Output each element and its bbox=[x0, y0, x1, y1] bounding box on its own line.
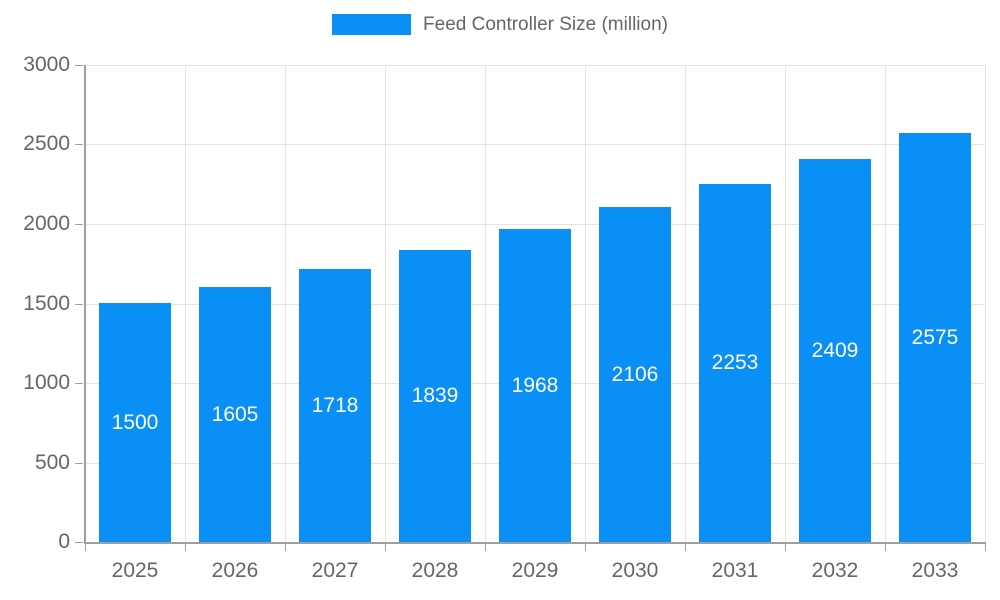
y-axis-label: 500 bbox=[34, 451, 70, 474]
x-axis-label: 2033 bbox=[911, 559, 959, 582]
bar-value-label: 1500 bbox=[111, 410, 159, 434]
chart-legend[interactable]: Feed Controller Size (million) bbox=[0, 14, 1000, 35]
y-axis-tick bbox=[75, 144, 83, 145]
bar-2032 bbox=[799, 159, 871, 542]
y-axis-tick bbox=[75, 463, 83, 464]
bar-value-label: 2106 bbox=[611, 362, 659, 386]
bar-2033 bbox=[899, 133, 971, 542]
legend-label: Feed Controller Size (million) bbox=[423, 14, 668, 35]
vertical-gridline bbox=[485, 65, 486, 542]
y-axis-label: 3000 bbox=[23, 53, 70, 76]
vertical-gridline bbox=[385, 65, 386, 542]
vertical-gridline bbox=[285, 65, 286, 542]
y-axis-tick bbox=[75, 542, 83, 543]
x-axis-tick bbox=[385, 542, 386, 551]
vertical-gridline bbox=[985, 65, 986, 542]
x-axis-tick bbox=[185, 542, 186, 551]
x-axis-tick bbox=[285, 542, 286, 551]
y-axis-tick bbox=[75, 65, 83, 66]
x-axis-tick bbox=[885, 542, 886, 551]
x-axis-tick bbox=[585, 542, 586, 551]
y-axis-label: 1000 bbox=[23, 371, 70, 394]
bar-2025 bbox=[99, 303, 171, 542]
bar-value-label: 1605 bbox=[211, 402, 259, 426]
y-axis-tick bbox=[75, 304, 83, 305]
bar-value-label: 1718 bbox=[311, 393, 359, 417]
bar-2028 bbox=[399, 250, 471, 542]
x-axis-tick bbox=[985, 542, 986, 551]
vertical-gridline bbox=[785, 65, 786, 542]
y-axis-label: 2000 bbox=[23, 212, 70, 235]
bar-value-label: 2575 bbox=[911, 325, 959, 349]
bar-2029 bbox=[499, 229, 571, 542]
vertical-gridline bbox=[585, 65, 586, 542]
bar-value-label: 1968 bbox=[511, 373, 559, 397]
x-axis-label: 2027 bbox=[311, 559, 359, 582]
bar-2026 bbox=[199, 287, 271, 542]
horizontal-gridline bbox=[85, 224, 985, 225]
x-axis-label: 2029 bbox=[511, 559, 559, 582]
bar-value-label: 2409 bbox=[811, 338, 859, 362]
x-axis-label: 2028 bbox=[411, 559, 459, 582]
x-axis-tick bbox=[485, 542, 486, 551]
bar-value-label: 2253 bbox=[711, 351, 759, 374]
x-axis-label: 2025 bbox=[111, 559, 159, 582]
bar-2030 bbox=[599, 207, 671, 542]
x-axis-tick bbox=[685, 542, 686, 551]
bar-2031 bbox=[699, 184, 771, 542]
horizontal-gridline bbox=[85, 144, 985, 145]
vertical-gridline bbox=[185, 65, 186, 542]
horizontal-gridline bbox=[85, 65, 985, 66]
vertical-gridline bbox=[885, 65, 886, 542]
y-axis-label: 0 bbox=[58, 530, 70, 553]
x-axis-label: 2032 bbox=[811, 559, 859, 582]
y-axis-label: 1500 bbox=[23, 292, 70, 315]
legend-color-swatch bbox=[332, 14, 412, 35]
x-axis-label: 2031 bbox=[711, 559, 759, 582]
y-axis-label: 2500 bbox=[23, 132, 70, 155]
vertical-gridline bbox=[685, 65, 686, 542]
y-axis-line bbox=[84, 65, 86, 542]
x-axis-line bbox=[84, 542, 986, 544]
y-axis-tick bbox=[75, 383, 83, 384]
bar-2027 bbox=[299, 269, 371, 542]
plot-area: 0 500 1000 1500 2000 2500 3000 1500 2025 1605 2026… bbox=[23, 54, 986, 582]
x-axis-label: 2026 bbox=[211, 559, 259, 582]
y-axis-tick bbox=[75, 224, 83, 225]
bar-value-label: 1839 bbox=[411, 384, 459, 407]
x-axis-tick bbox=[785, 542, 786, 551]
x-axis-tick bbox=[85, 542, 86, 551]
x-axis-label: 2030 bbox=[611, 559, 659, 582]
